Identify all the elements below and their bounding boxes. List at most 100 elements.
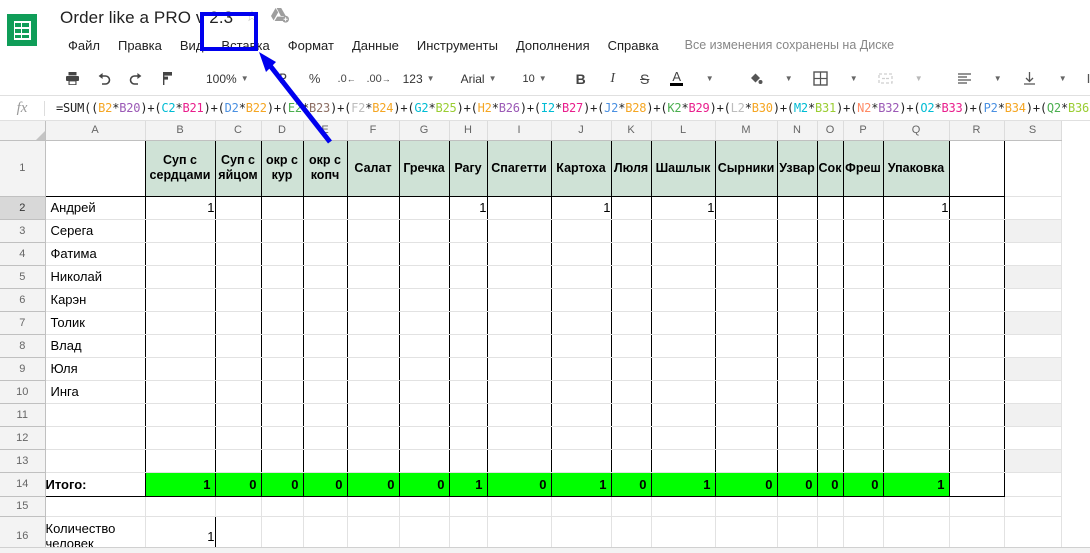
column-header-e[interactable]: E [303,121,348,141]
order-qty-cell[interactable] [347,219,400,243]
decrease-decimal-button[interactable]: .0 ← [337,72,356,85]
bold-button[interactable]: B [575,70,586,87]
empty-cell[interactable] [817,516,844,551]
table-row[interactable]: 13 [0,449,1062,473]
order-qty-cell[interactable] [777,357,818,381]
totals-value-cell[interactable]: 0 [843,472,884,497]
order-qty-cell[interactable] [145,334,216,358]
order-qty-cell[interactable] [399,219,450,243]
order-qty-cell[interactable] [487,196,552,220]
order-qty-cell[interactable] [487,380,552,404]
order-qty-cell[interactable] [715,311,778,335]
order-qty-cell[interactable] [777,334,818,358]
person-name-cell[interactable]: Серега [44,219,146,243]
product-header-cell[interactable]: Упаковка [883,139,950,197]
order-qty-cell[interactable] [551,288,612,312]
order-qty-cell[interactable] [843,403,884,427]
order-qty-cell[interactable] [399,449,450,473]
fill-color-icon[interactable] [743,66,769,92]
order-qty-cell[interactable] [949,334,1005,358]
order-qty-cell[interactable] [843,219,884,243]
order-qty-cell[interactable] [611,288,652,312]
totals-value-cell[interactable]: 0 [487,472,552,497]
totals-blank-cell[interactable] [949,471,1005,497]
order-qty-cell[interactable] [777,242,818,266]
order-qty-cell[interactable] [145,265,216,289]
empty-cell[interactable] [715,516,778,551]
order-qty-cell[interactable]: 1 [551,196,612,220]
order-qty-cell[interactable]: 1 [651,196,716,220]
order-qty-cell[interactable] [611,334,652,358]
zoom-selector[interactable]: 100% ▼ [198,67,253,91]
order-qty-cell[interactable] [1004,311,1062,335]
order-qty-cell[interactable] [303,403,348,427]
order-qty-cell[interactable] [145,242,216,266]
totals-value-cell[interactable]: 1 [145,472,216,497]
order-qty-cell[interactable] [651,380,716,404]
column-header-j[interactable]: J [551,121,612,141]
column-header-m[interactable]: M [715,121,778,141]
empty-cell[interactable] [303,496,348,517]
totals-value-cell[interactable]: 0 [347,472,400,497]
order-qty-cell[interactable] [611,403,652,427]
order-qty-cell[interactable] [651,265,716,289]
horizontal-align-icon[interactable] [952,66,978,92]
empty-cell[interactable] [261,496,304,517]
chevron-down-icon[interactable]: ▼ [784,74,793,83]
order-qty-cell[interactable] [715,426,778,450]
order-qty-cell[interactable] [347,357,400,381]
order-qty-cell[interactable] [145,288,216,312]
order-qty-cell[interactable] [347,242,400,266]
empty-cell[interactable] [45,496,146,517]
order-qty-cell[interactable] [611,265,652,289]
order-qty-cell[interactable] [261,403,304,427]
menu-item-edit[interactable]: Правка [117,37,162,53]
column-header-f[interactable]: F [347,121,400,141]
person-name-cell[interactable]: Фатима [44,242,146,266]
row-header-7[interactable]: 7 [0,311,46,335]
order-qty-cell[interactable] [611,426,652,450]
table-row[interactable]: 7 Толик [0,311,1062,335]
order-qty-cell[interactable] [215,334,262,358]
product-header-cell[interactable]: Суп с яйцом [215,139,262,197]
undo-icon[interactable] [91,66,117,92]
empty-cell[interactable] [347,516,400,551]
order-qty-cell[interactable] [303,219,348,243]
order-qty-cell[interactable] [777,380,818,404]
menu-item-view[interactable]: Вид [179,37,204,53]
order-qty-cell[interactable] [1004,219,1062,243]
chevron-down-icon[interactable]: ▼ [849,74,858,83]
column-header-o[interactable]: O [817,121,844,141]
order-qty-cell[interactable] [949,265,1005,289]
empty-cell[interactable] [651,516,716,551]
order-qty-cell[interactable] [449,288,488,312]
order-qty-cell[interactable] [303,334,348,358]
order-qty-cell[interactable] [347,449,400,473]
order-qty-cell[interactable] [487,242,552,266]
table-row[interactable]: 9 Юля [0,357,1062,381]
order-qty-cell[interactable] [777,196,818,220]
order-qty-cell[interactable] [449,242,488,266]
product-header-cell[interactable]: Гречка [399,139,450,197]
person-name-cell[interactable] [44,449,146,473]
font-family-selector[interactable]: Arial ▼ [453,67,501,91]
order-qty-cell[interactable] [399,426,450,450]
order-qty-cell[interactable] [611,380,652,404]
row-header-3[interactable]: 3 [0,219,46,243]
menu-item-data[interactable]: Данные [351,37,399,53]
empty-cell[interactable] [777,516,818,551]
order-qty-cell[interactable] [487,334,552,358]
order-qty-cell[interactable] [261,426,304,450]
order-qty-cell[interactable] [551,311,612,335]
order-qty-cell[interactable] [651,219,716,243]
order-qty-cell[interactable] [883,311,950,335]
order-qty-cell[interactable] [487,403,552,427]
order-qty-cell[interactable] [817,426,844,450]
order-qty-cell[interactable] [1004,357,1062,381]
product-header-cell[interactable]: окр с кур [261,139,304,197]
totals-value-cell[interactable]: 0 [215,472,262,497]
order-qty-cell[interactable] [715,449,778,473]
table-row[interactable]: 10 Инга [0,380,1062,404]
totals-value-cell[interactable]: 0 [303,472,348,497]
order-qty-cell[interactable] [145,380,216,404]
